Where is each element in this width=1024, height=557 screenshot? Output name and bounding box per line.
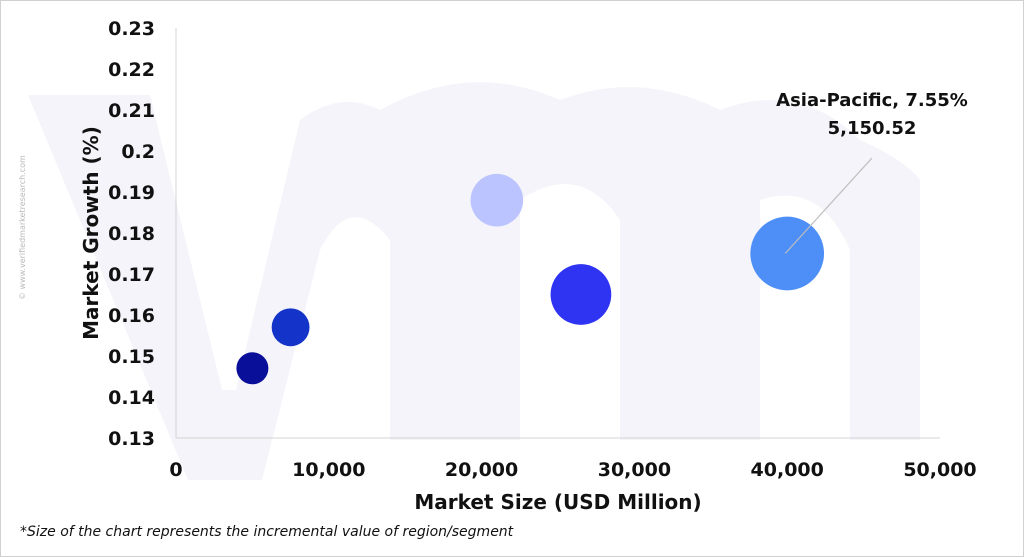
x-tick-label: 40,000 xyxy=(751,459,824,481)
y-tick-label: 0.23 xyxy=(108,18,155,40)
bubble-4 xyxy=(550,264,612,325)
x-axis-title: Market Size (USD Million) xyxy=(414,490,701,514)
annotation-label-value: 5,150.52 xyxy=(828,118,917,139)
x-tick-label: 20,000 xyxy=(445,459,518,481)
y-tick-label: 0.17 xyxy=(108,264,155,286)
y-axis-title: Market Growth (%) xyxy=(79,126,103,340)
x-tick-label: 30,000 xyxy=(598,459,671,481)
x-tick-labels: 0 10,000 20,000 30,000 40,000 50,000 xyxy=(169,459,976,481)
y-tick-label: 0.13 xyxy=(108,428,155,450)
annotation-label-region: Asia-Pacific, 7.55% xyxy=(776,90,968,111)
y-tick-label: 0.14 xyxy=(108,387,155,409)
bubble-series xyxy=(236,173,825,385)
watermark-side-text: © www.verifiedmarketresearch.com xyxy=(18,155,27,300)
annotation-callout-line xyxy=(784,157,873,254)
chart-footnote: *Size of the chart represents the increm… xyxy=(20,524,514,540)
x-tick-label: 50,000 xyxy=(903,459,976,481)
y-tick-labels: 0.13 0.14 0.15 0.16 0.17 0.18 0.19 0.2 0.21 0.22 0… xyxy=(108,18,155,450)
y-tick-label: 0.18 xyxy=(108,223,155,245)
x-tick-label: 0 xyxy=(169,459,182,481)
bubble-5 xyxy=(750,216,825,291)
y-tick-label: 0.15 xyxy=(108,346,155,368)
bubble-3 xyxy=(470,173,524,227)
y-tick-label: 0.21 xyxy=(108,100,155,122)
bubble-1 xyxy=(236,352,269,385)
y-tick-label: 0.19 xyxy=(108,182,155,204)
y-tick-label: 0.16 xyxy=(108,305,155,327)
bubble-2 xyxy=(271,308,310,347)
x-tick-label: 10,000 xyxy=(292,459,365,481)
y-tick-label: 0.22 xyxy=(108,59,155,81)
y-tick-label: 0.2 xyxy=(121,141,155,163)
